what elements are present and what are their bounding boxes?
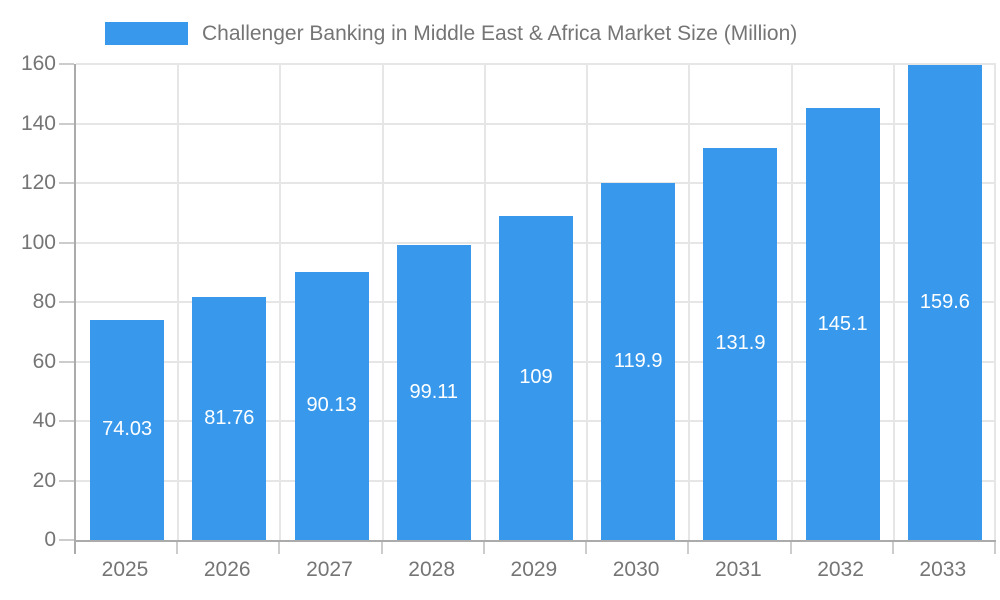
x-axis-tick — [994, 542, 996, 554]
v-gridline — [177, 64, 179, 540]
y-axis-label: 60 — [32, 349, 56, 373]
x-axis-label: 2027 — [306, 558, 353, 581]
bar-value-label: 145.1 — [817, 312, 868, 335]
x-axis-label: 2026 — [203, 558, 251, 581]
y-axis-label: 0 — [44, 528, 56, 551]
x-axis-tick — [278, 542, 280, 554]
v-gridline — [893, 64, 895, 540]
x-axis-label: 2030 — [612, 558, 660, 581]
bar-value-label: 159.6 — [919, 291, 970, 314]
bar[interactable]: 99.11 — [396, 245, 471, 540]
bar-value-label: 99.11 — [409, 381, 459, 404]
legend-item[interactable]: Challenger Banking in Middle East & Afri… — [105, 21, 797, 46]
y-axis-label: 140 — [20, 111, 56, 135]
x-axis-tick — [687, 542, 689, 554]
legend-swatch — [105, 22, 188, 45]
y-axis-label: 20 — [32, 468, 56, 492]
bar-value-label: 119.9 — [613, 350, 663, 373]
h-gridline — [76, 63, 996, 65]
y-axis-tick — [59, 420, 74, 422]
legend-label: Challenger Banking in Middle East & Afri… — [202, 21, 798, 45]
y-axis-tick — [59, 241, 74, 244]
bar[interactable]: 119.9 — [601, 183, 676, 540]
y-axis-label: 80 — [32, 290, 56, 313]
bar-value-label: 74.03 — [102, 418, 153, 441]
v-gridline — [994, 64, 996, 540]
bar[interactable]: 90.13 — [294, 271, 369, 540]
y-axis-tick — [59, 301, 74, 303]
x-axis-tick — [483, 542, 485, 554]
bar-value-label: 109 — [519, 366, 553, 389]
y-axis-tick — [59, 63, 74, 65]
bar[interactable]: 131.9 — [703, 147, 778, 540]
v-gridline — [484, 64, 486, 540]
bar-value-label: 90.13 — [306, 394, 357, 417]
bar[interactable]: 159.6 — [907, 65, 982, 540]
bar-value-label: 131.9 — [715, 332, 766, 355]
bar[interactable]: 109 — [499, 215, 573, 540]
bar[interactable]: 81.76 — [192, 296, 267, 540]
h-gridline — [76, 182, 996, 184]
y-axis-tick — [59, 122, 74, 125]
plot-area: 74.03 81.76 90.13 99.11 109 119.9 131.9 145.1 15… — [74, 63, 996, 542]
x-axis-tick — [585, 542, 587, 554]
x-axis-label: 2029 — [510, 558, 558, 581]
x-axis-label: 2031 — [714, 558, 762, 581]
y-axis-label: 120 — [20, 171, 56, 194]
v-gridline — [279, 64, 281, 540]
bar-value-label: 81.76 — [204, 406, 255, 429]
bar[interactable]: 145.1 — [805, 108, 880, 540]
y-axis-tick — [59, 479, 74, 482]
v-gridline — [586, 64, 588, 540]
y-axis-tick — [59, 539, 74, 541]
v-gridline — [791, 64, 793, 540]
x-axis-tick — [892, 542, 894, 554]
y-axis-label: 160 — [20, 52, 56, 75]
x-axis-label: 2033 — [919, 558, 967, 581]
y-axis-label: 100 — [20, 230, 56, 254]
v-gridline — [382, 64, 384, 540]
x-axis-tick — [176, 542, 178, 554]
y-axis-tick — [59, 182, 74, 184]
bar[interactable]: 74.03 — [90, 319, 165, 540]
x-axis-tick — [74, 542, 76, 554]
h-gridline — [76, 122, 996, 125]
y-axis-tick — [59, 360, 74, 363]
v-gridline — [688, 64, 690, 540]
x-axis-label: 2032 — [817, 558, 864, 581]
x-axis-tick — [381, 542, 383, 554]
x-axis-label: 2025 — [101, 558, 149, 581]
y-axis-label: 40 — [32, 409, 56, 432]
x-axis-tick — [790, 542, 792, 554]
x-axis-label: 2028 — [408, 558, 456, 581]
